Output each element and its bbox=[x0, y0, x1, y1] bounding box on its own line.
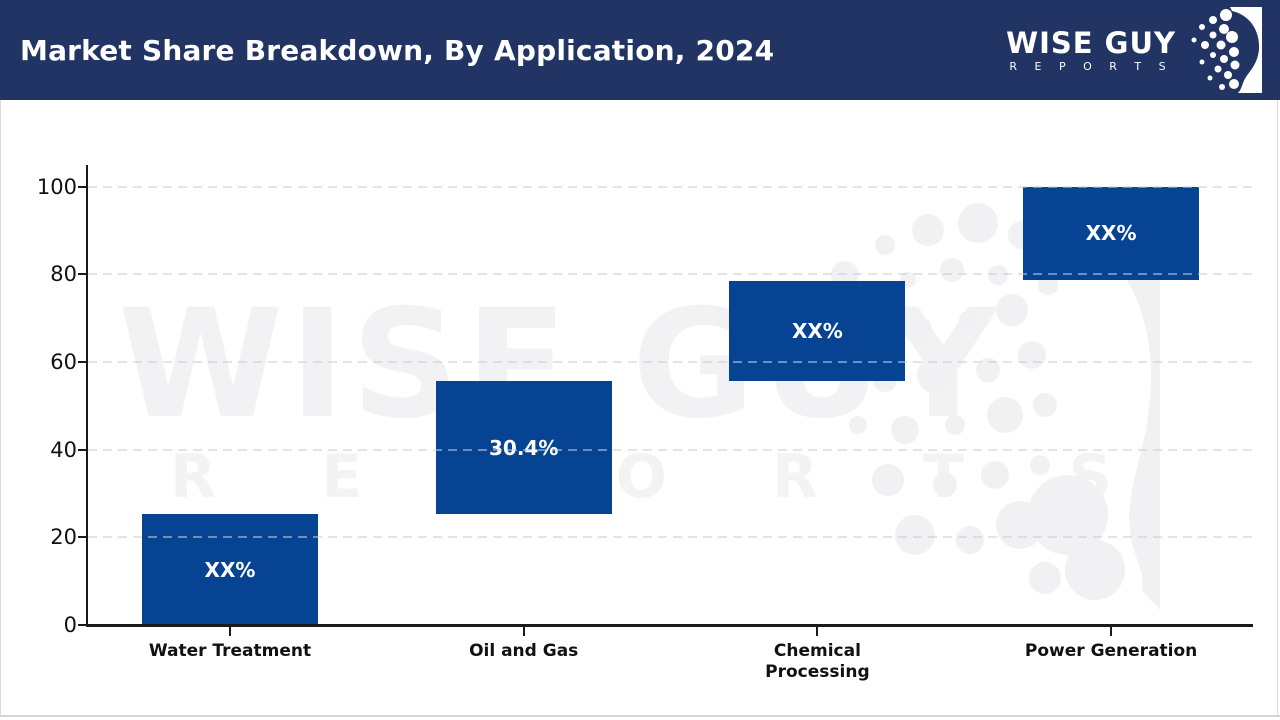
y-tick-80 bbox=[78, 273, 87, 276]
frame-right-border bbox=[1277, 100, 1278, 716]
chart-area: WISE GUY R E P O R T S 0 20 40 60 80 100 XX% Wa… bbox=[0, 100, 1280, 720]
gridline-60 bbox=[88, 360, 1253, 363]
y-tick-label-0: 0 bbox=[63, 613, 77, 637]
x-label-power-generation: Power Generation bbox=[1024, 641, 1198, 661]
bar-oil-and-gas: 30.4% bbox=[435, 381, 612, 515]
y-tick-100 bbox=[78, 185, 87, 188]
x-axis-line bbox=[86, 624, 1253, 627]
gridline-20 bbox=[88, 536, 1253, 539]
bar-power-generation: XX% bbox=[1023, 186, 1200, 281]
wise-guy-logo: WISE GUY R E P O R T S bbox=[1006, 7, 1280, 93]
page-title: Market Share Breakdown, By Application, … bbox=[20, 33, 775, 67]
x-label-oil-and-gas: Oil and Gas bbox=[469, 641, 579, 661]
y-tick-label-20: 20 bbox=[50, 525, 77, 550]
frame-left-border bbox=[0, 100, 1, 716]
y-tick-label-60: 60 bbox=[50, 349, 77, 374]
bar-water-treatment: XX% bbox=[142, 514, 318, 625]
x-label-water-treatment: Water Treatment bbox=[148, 641, 312, 661]
y-tick-label-80: 80 bbox=[50, 262, 77, 287]
gridline-80 bbox=[88, 273, 1253, 276]
bar-value-label-chemical-processing: XX% bbox=[791, 318, 843, 343]
y-tick-label-100: 100 bbox=[36, 174, 77, 199]
logo-reports-text: R E P O R T S bbox=[1009, 59, 1173, 73]
frame-bottom-border bbox=[0, 715, 1280, 717]
logo-wordmark: WISE GUY R E P O R T S bbox=[1006, 28, 1176, 73]
logo-face-icon bbox=[1191, 7, 1262, 93]
y-tick-0 bbox=[78, 624, 87, 626]
y-tick-60 bbox=[78, 360, 87, 363]
y-tick-40 bbox=[78, 448, 87, 451]
x-tick-oil-and-gas bbox=[522, 627, 525, 636]
x-tick-power-generation bbox=[1110, 627, 1113, 636]
x-tick-water-treatment bbox=[229, 627, 231, 636]
x-label-chemical-processing: Chemical Processing bbox=[765, 641, 870, 682]
gridline-100 bbox=[88, 185, 1253, 188]
y-tick-20 bbox=[78, 536, 87, 539]
bar-value-label-power-generation: XX% bbox=[1085, 221, 1137, 246]
y-axis-line bbox=[86, 165, 88, 626]
gridline-40 bbox=[88, 448, 1253, 451]
header: Market Share Breakdown, By Application, … bbox=[0, 0, 1280, 100]
bar-value-label-water-treatment: XX% bbox=[204, 557, 256, 582]
bar-chemical-processing: XX% bbox=[729, 280, 906, 381]
x-tick-chemical-processing bbox=[816, 627, 819, 636]
y-tick-label-40: 40 bbox=[50, 437, 77, 462]
bar-value-label-oil-and-gas: 30.4% bbox=[488, 435, 559, 460]
logo-wordmark-text: WISE GUY bbox=[1006, 25, 1176, 60]
watermark-face-dots-icon bbox=[831, 203, 1160, 610]
